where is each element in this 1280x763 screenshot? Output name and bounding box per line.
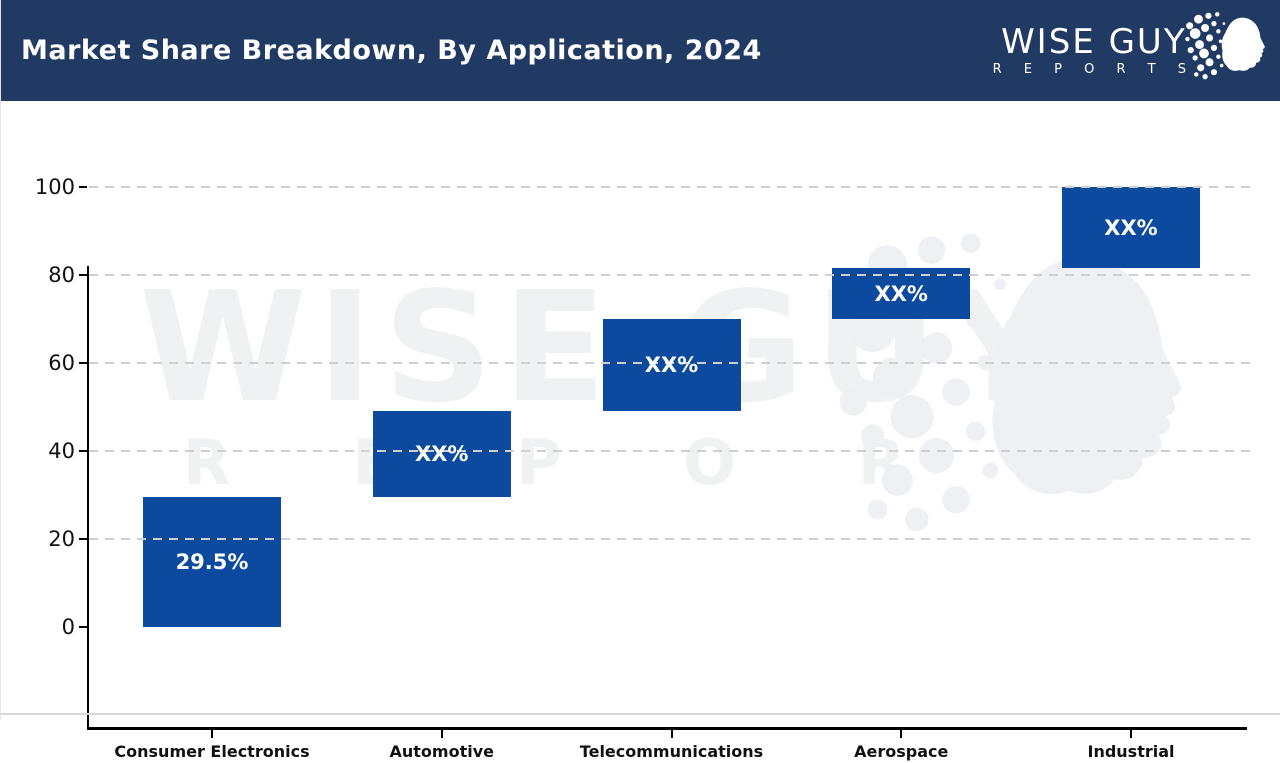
- header-bar: Market Share Breakdown, By Application, …: [1, 0, 1280, 101]
- y-axis-tick-label: 20: [48, 527, 75, 551]
- gridline: [89, 450, 1257, 452]
- chart-title: Market Share Breakdown, By Application, …: [21, 35, 762, 66]
- x-tick-mark: [211, 730, 213, 738]
- bottom-divider-line: [1, 713, 1280, 715]
- x-axis-label: Automotive: [389, 742, 495, 761]
- bar-value-label: XX%: [415, 442, 469, 467]
- bar-value-label: XX%: [644, 353, 699, 378]
- x-tick-mark: [900, 730, 903, 738]
- y-axis-tick-label: 40: [48, 439, 75, 463]
- y-tick-mark: [79, 274, 87, 276]
- bar: [832, 268, 971, 319]
- bar-value-label: XX%: [874, 281, 928, 306]
- x-tick-mark: [440, 730, 443, 738]
- y-axis-tick-label: 60: [48, 351, 75, 375]
- bar: [143, 497, 281, 627]
- logo-face-icon: [1183, 9, 1267, 89]
- y-axis-tick-label: 80: [48, 263, 75, 287]
- x-tick-mark: [1130, 730, 1132, 738]
- y-axis-line: [87, 266, 89, 730]
- y-axis-tick-label: 100: [34, 175, 75, 199]
- bar: [372, 411, 511, 498]
- y-tick-mark: [79, 450, 87, 452]
- chart-plot-area: 29.5% XX% XX% XX% XX% 0 20 40 60 80 100 Consumer El…: [1, 101, 1280, 761]
- bar-value-label: XX%: [1104, 215, 1158, 240]
- bar-value-label: 29.5%: [175, 550, 249, 575]
- y-tick-mark: [79, 538, 87, 540]
- logo-reports-label: R E P O R T S: [992, 62, 1195, 78]
- logo-text: WISE GUY R E P O R T S: [992, 21, 1195, 78]
- y-tick-mark: [79, 626, 87, 628]
- y-tick-mark: [79, 186, 87, 188]
- x-axis-label: Telecommunications: [579, 742, 764, 761]
- gridline: [89, 274, 1257, 276]
- x-axis-label: Industrial: [1087, 742, 1175, 761]
- logo-wiseguy-label: WISE GUY: [1001, 21, 1187, 62]
- x-tick-mark: [670, 730, 673, 738]
- x-axis-line: [87, 727, 1247, 730]
- wise-guy-logo: WISE GUY R E P O R T S: [993, 8, 1267, 94]
- x-axis-label: Consumer Electronics: [114, 742, 310, 761]
- x-axis-label: Aerospace: [854, 742, 949, 761]
- y-tick-mark: [79, 362, 87, 364]
- y-axis-tick-label: 0: [61, 615, 75, 639]
- bar: [1062, 187, 1200, 269]
- bar: [602, 319, 741, 412]
